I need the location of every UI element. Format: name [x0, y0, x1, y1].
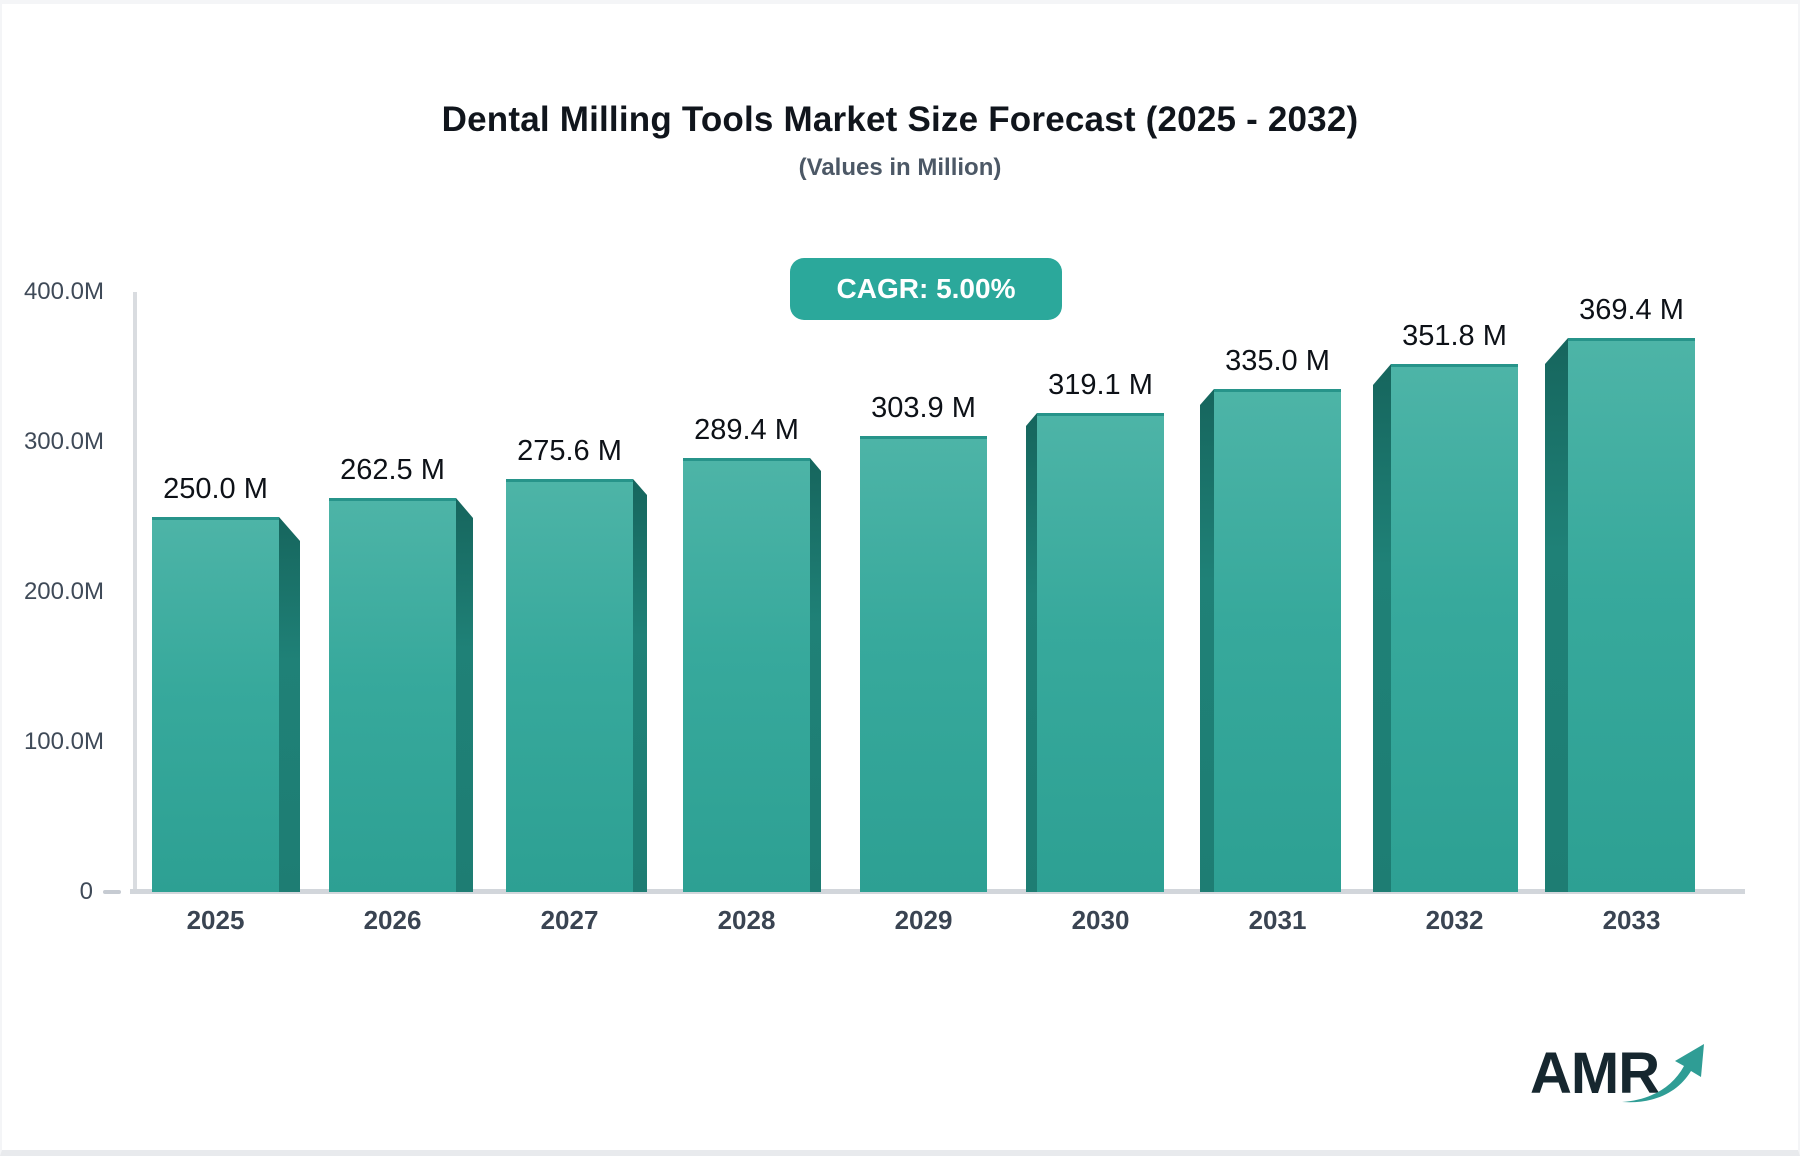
bar-2030	[1037, 413, 1164, 892]
bar-side-face	[1373, 364, 1391, 892]
x-axis-label-2029: 2029	[894, 905, 953, 935]
bar-2031	[1214, 389, 1341, 892]
bar-side-face	[1200, 389, 1214, 892]
amr-logo: AMR	[1530, 1034, 1720, 1114]
bar-value-label: 319.1 M	[1048, 369, 1153, 401]
bar-side-face	[810, 458, 821, 892]
x-axis-label-2026: 2026	[363, 905, 422, 935]
x-axis-label-2025: 2025	[186, 905, 245, 935]
x-axis-label-2028: 2028	[717, 905, 776, 935]
x-axis-label-2030: 2030	[1071, 905, 1130, 935]
bar-2027	[506, 479, 633, 892]
y-axis-tick-label: 100.0M	[23, 728, 104, 755]
bar-side-face	[456, 498, 473, 892]
y-axis-tick-label: 0	[2, 876, 121, 908]
x-axis-label-2027: 2027	[540, 905, 599, 935]
y-axis-tick-label: 400.0M	[23, 278, 104, 305]
bar-value-label: 275.6 M	[517, 435, 622, 467]
x-axis-label-2031: 2031	[1248, 905, 1307, 935]
bar-2026	[329, 498, 456, 892]
bar-value-label: 351.8 M	[1402, 320, 1507, 352]
bar-value-label: 369.4 M	[1579, 294, 1684, 326]
bar-side-face	[279, 517, 300, 892]
bar-2032	[1391, 364, 1518, 892]
chart-subtitle: (Values in Million)	[798, 154, 1002, 181]
y-axis-line	[133, 292, 137, 892]
bar-value-label: 262.5 M	[340, 454, 445, 486]
y-axis-tick-label: 300.0M	[23, 428, 104, 455]
bar-2029	[860, 436, 987, 892]
chart-title: Dental Milling Tools Market Size Forecas…	[441, 100, 1359, 139]
bar-value-label: 289.4 M	[694, 414, 799, 446]
x-axis-label-2032: 2032	[1425, 905, 1484, 935]
bar-value-label: 303.9 M	[871, 392, 976, 424]
bar-2033	[1568, 338, 1695, 892]
bar-2028	[683, 458, 810, 892]
bar-value-label: 250.0 M	[163, 473, 268, 505]
bar-2025	[152, 517, 279, 892]
y-axis-tick-label: 200.0M	[23, 578, 104, 605]
bar-side-face	[1545, 338, 1568, 892]
bar-side-face	[633, 479, 647, 892]
growth-arrow-icon	[1622, 1044, 1704, 1103]
bar-value-label: 335.0 M	[1225, 345, 1330, 377]
bar-side-face	[1026, 413, 1037, 892]
amr-logo-text: AMR	[1530, 1041, 1660, 1106]
cagr-badge: CAGR: 5.00%	[790, 258, 1062, 320]
zero-tick-mark	[103, 890, 121, 894]
x-axis-label-2033: 2033	[1602, 905, 1661, 935]
